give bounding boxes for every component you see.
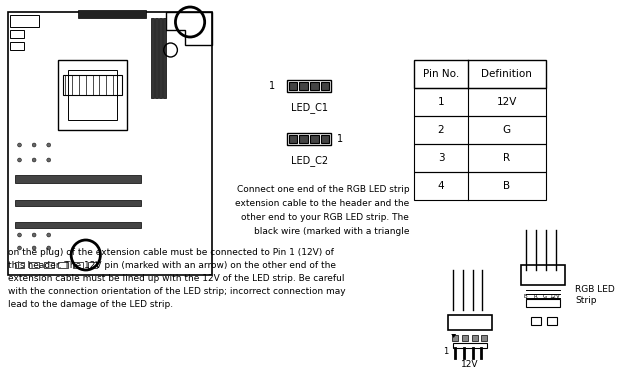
Text: Connect one end of the RGB LED strip: Connect one end of the RGB LED strip [237, 185, 409, 194]
FancyBboxPatch shape [310, 135, 319, 143]
Text: G: G [543, 295, 547, 300]
Bar [531, 317, 541, 325]
Bar [73, 262, 83, 268]
Bar [155, 18, 158, 98]
Text: lead to the damage of the LED strip.: lead to the damage of the LED strip. [8, 300, 173, 309]
Text: extension cable to the header and the: extension cable to the header and the [235, 199, 409, 208]
Text: B: B [524, 295, 527, 300]
Bar [88, 262, 97, 268]
Bar [68, 70, 117, 120]
Text: with the connection orientation of the LED strip; incorrect connection may: with the connection orientation of the L… [8, 287, 345, 296]
FancyBboxPatch shape [289, 82, 297, 90]
Text: 4: 4 [438, 181, 445, 191]
Circle shape [17, 143, 22, 147]
Text: 12V: 12V [497, 97, 517, 107]
Bar [58, 60, 127, 130]
Text: 3: 3 [438, 153, 445, 163]
Bar [58, 262, 68, 268]
Bar [15, 222, 142, 228]
FancyBboxPatch shape [320, 82, 330, 90]
FancyBboxPatch shape [310, 82, 319, 90]
Bar [414, 60, 546, 88]
FancyBboxPatch shape [289, 135, 297, 143]
Text: R: R [503, 153, 510, 163]
Text: 1: 1 [438, 97, 445, 107]
Text: B: B [503, 181, 510, 191]
Bar [15, 200, 142, 206]
Text: Pin No.: Pin No. [423, 69, 459, 79]
FancyBboxPatch shape [299, 82, 308, 90]
Circle shape [17, 158, 22, 162]
Bar [159, 18, 162, 98]
Bar [29, 262, 39, 268]
Bar [414, 116, 546, 144]
Bar [15, 262, 24, 268]
Bar [10, 15, 39, 27]
Bar [78, 10, 146, 18]
Bar [481, 335, 487, 341]
Bar [448, 315, 492, 330]
Bar [10, 42, 24, 50]
Circle shape [32, 233, 36, 237]
Text: R: R [533, 295, 537, 300]
Text: G: G [503, 125, 511, 135]
Bar [462, 335, 468, 341]
Text: RGB LED
Strip: RGB LED Strip [575, 285, 615, 305]
FancyBboxPatch shape [320, 135, 330, 143]
Text: on the plug) of the extension cable must be connected to Pin 1 (12V) of: on the plug) of the extension cable must… [8, 248, 333, 257]
FancyBboxPatch shape [299, 135, 308, 143]
Text: 1: 1 [337, 134, 343, 144]
Bar [414, 88, 546, 116]
Bar [10, 30, 24, 38]
Bar [414, 172, 546, 200]
Bar [522, 265, 565, 285]
Text: 1: 1 [443, 348, 448, 356]
Text: 2: 2 [438, 125, 445, 135]
Bar [15, 175, 142, 183]
Bar [44, 262, 53, 268]
Bar [547, 317, 556, 325]
Text: LED_C1: LED_C1 [291, 102, 329, 113]
Text: this header. The 12V pin (marked with an arrow) on the other end of the: this header. The 12V pin (marked with an… [8, 261, 336, 270]
Bar [452, 335, 458, 341]
Circle shape [32, 143, 36, 147]
Text: extension cable must be lined up with the 12V of the LED strip. Be careful: extension cable must be lined up with th… [8, 274, 344, 283]
Circle shape [32, 158, 36, 162]
Text: other end to your RGB LED strip. The: other end to your RGB LED strip. The [242, 213, 409, 222]
Bar [163, 18, 166, 98]
Bar [63, 75, 122, 95]
Polygon shape [451, 334, 456, 338]
Bar [472, 335, 478, 341]
Circle shape [47, 143, 51, 147]
Circle shape [47, 158, 51, 162]
Circle shape [47, 233, 51, 237]
Bar [151, 18, 154, 98]
Text: black wire (marked with a triangle: black wire (marked with a triangle [254, 227, 409, 236]
Bar [414, 144, 546, 172]
Text: 12V: 12V [461, 360, 479, 369]
Bar [527, 299, 560, 307]
Bar [453, 343, 487, 348]
Circle shape [32, 246, 36, 250]
Circle shape [17, 233, 22, 237]
Text: Definition: Definition [481, 69, 532, 79]
Circle shape [17, 246, 22, 250]
Circle shape [47, 246, 51, 250]
Text: 12V: 12V [549, 295, 560, 300]
Text: LED_C2: LED_C2 [291, 155, 329, 166]
Text: 1: 1 [269, 81, 275, 91]
